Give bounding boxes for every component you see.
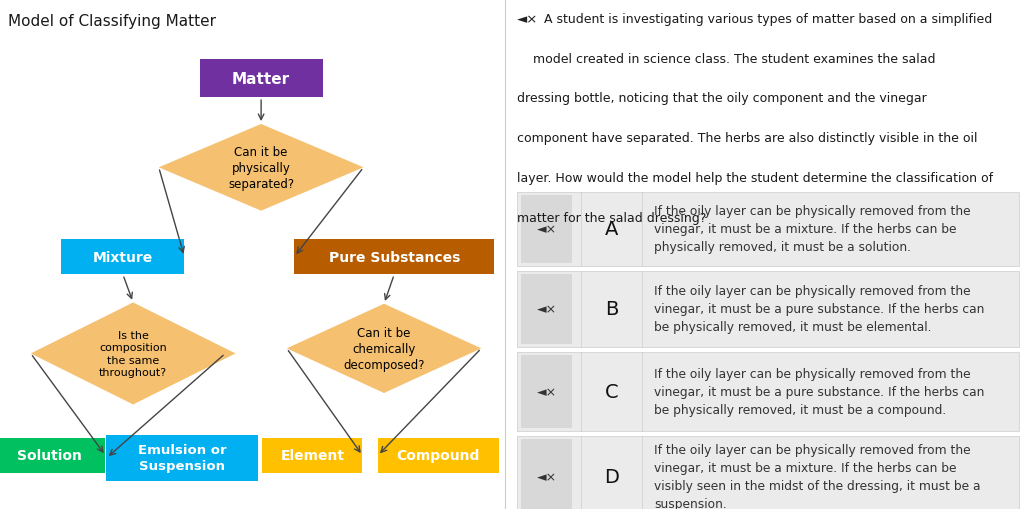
Text: Model of Classifying Matter: Model of Classifying Matter xyxy=(8,14,216,29)
Text: If the oily layer can be physically removed from the
vinegar, it must be a pure : If the oily layer can be physically remo… xyxy=(654,285,985,334)
Text: If the oily layer can be physically removed from the
vinegar, it must be a mixtu: If the oily layer can be physically remo… xyxy=(654,443,981,509)
Text: ◄×: ◄× xyxy=(517,13,539,25)
Text: matter for the salad dressing?: matter for the salad dressing? xyxy=(517,211,707,224)
FancyBboxPatch shape xyxy=(262,438,362,473)
Text: Pure Substances: Pure Substances xyxy=(329,250,460,264)
Text: C: C xyxy=(604,382,618,401)
Text: If the oily layer can be physically removed from the
vinegar, it must be a mixtu: If the oily layer can be physically remo… xyxy=(654,205,971,254)
Text: dressing bottle, noticing that the oily component and the vinegar: dressing bottle, noticing that the oily … xyxy=(517,92,927,105)
Text: ◄×: ◄× xyxy=(537,470,557,484)
Text: layer. How would the model help the student determine the classification of: layer. How would the model help the stud… xyxy=(517,172,993,184)
Polygon shape xyxy=(31,303,236,405)
FancyBboxPatch shape xyxy=(61,239,184,275)
FancyBboxPatch shape xyxy=(378,438,499,473)
Text: Solution: Solution xyxy=(16,448,82,463)
Text: D: D xyxy=(604,467,618,487)
Text: model created in science class. The student examines the salad: model created in science class. The stud… xyxy=(517,52,936,65)
Text: Matter: Matter xyxy=(232,71,290,87)
FancyBboxPatch shape xyxy=(517,352,1019,431)
FancyBboxPatch shape xyxy=(521,195,572,263)
Text: Is the
composition
the same
throughout?: Is the composition the same throughout? xyxy=(99,330,167,377)
FancyBboxPatch shape xyxy=(517,436,1019,509)
Text: A student is investigating various types of matter based on a simplified: A student is investigating various types… xyxy=(540,13,992,25)
FancyBboxPatch shape xyxy=(200,60,323,98)
FancyBboxPatch shape xyxy=(521,274,572,344)
Text: Can it be
chemically
decomposed?: Can it be chemically decomposed? xyxy=(343,326,425,371)
FancyBboxPatch shape xyxy=(0,438,105,473)
Text: If the oily layer can be physically removed from the
vinegar, it must be a pure : If the oily layer can be physically remo… xyxy=(654,367,985,416)
Text: ◄×: ◄× xyxy=(537,385,557,398)
FancyBboxPatch shape xyxy=(106,435,258,481)
FancyBboxPatch shape xyxy=(517,192,1019,266)
Polygon shape xyxy=(159,125,364,211)
Text: Element: Element xyxy=(281,448,344,463)
Text: ◄×: ◄× xyxy=(537,223,557,236)
Text: A: A xyxy=(604,220,618,239)
Text: component have separated. The herbs are also distinctly visible in the oil: component have separated. The herbs are … xyxy=(517,132,978,145)
Polygon shape xyxy=(287,304,481,393)
Text: B: B xyxy=(604,300,618,319)
FancyBboxPatch shape xyxy=(295,239,494,275)
Text: ◄×: ◄× xyxy=(537,303,557,316)
FancyBboxPatch shape xyxy=(521,439,572,509)
FancyBboxPatch shape xyxy=(521,355,572,428)
FancyBboxPatch shape xyxy=(517,271,1019,347)
Text: Emulsion or
Suspension: Emulsion or Suspension xyxy=(138,444,226,472)
Text: Compound: Compound xyxy=(396,448,480,463)
Text: Can it be
physically
separated?: Can it be physically separated? xyxy=(228,146,294,190)
Text: Mixture: Mixture xyxy=(93,250,153,264)
